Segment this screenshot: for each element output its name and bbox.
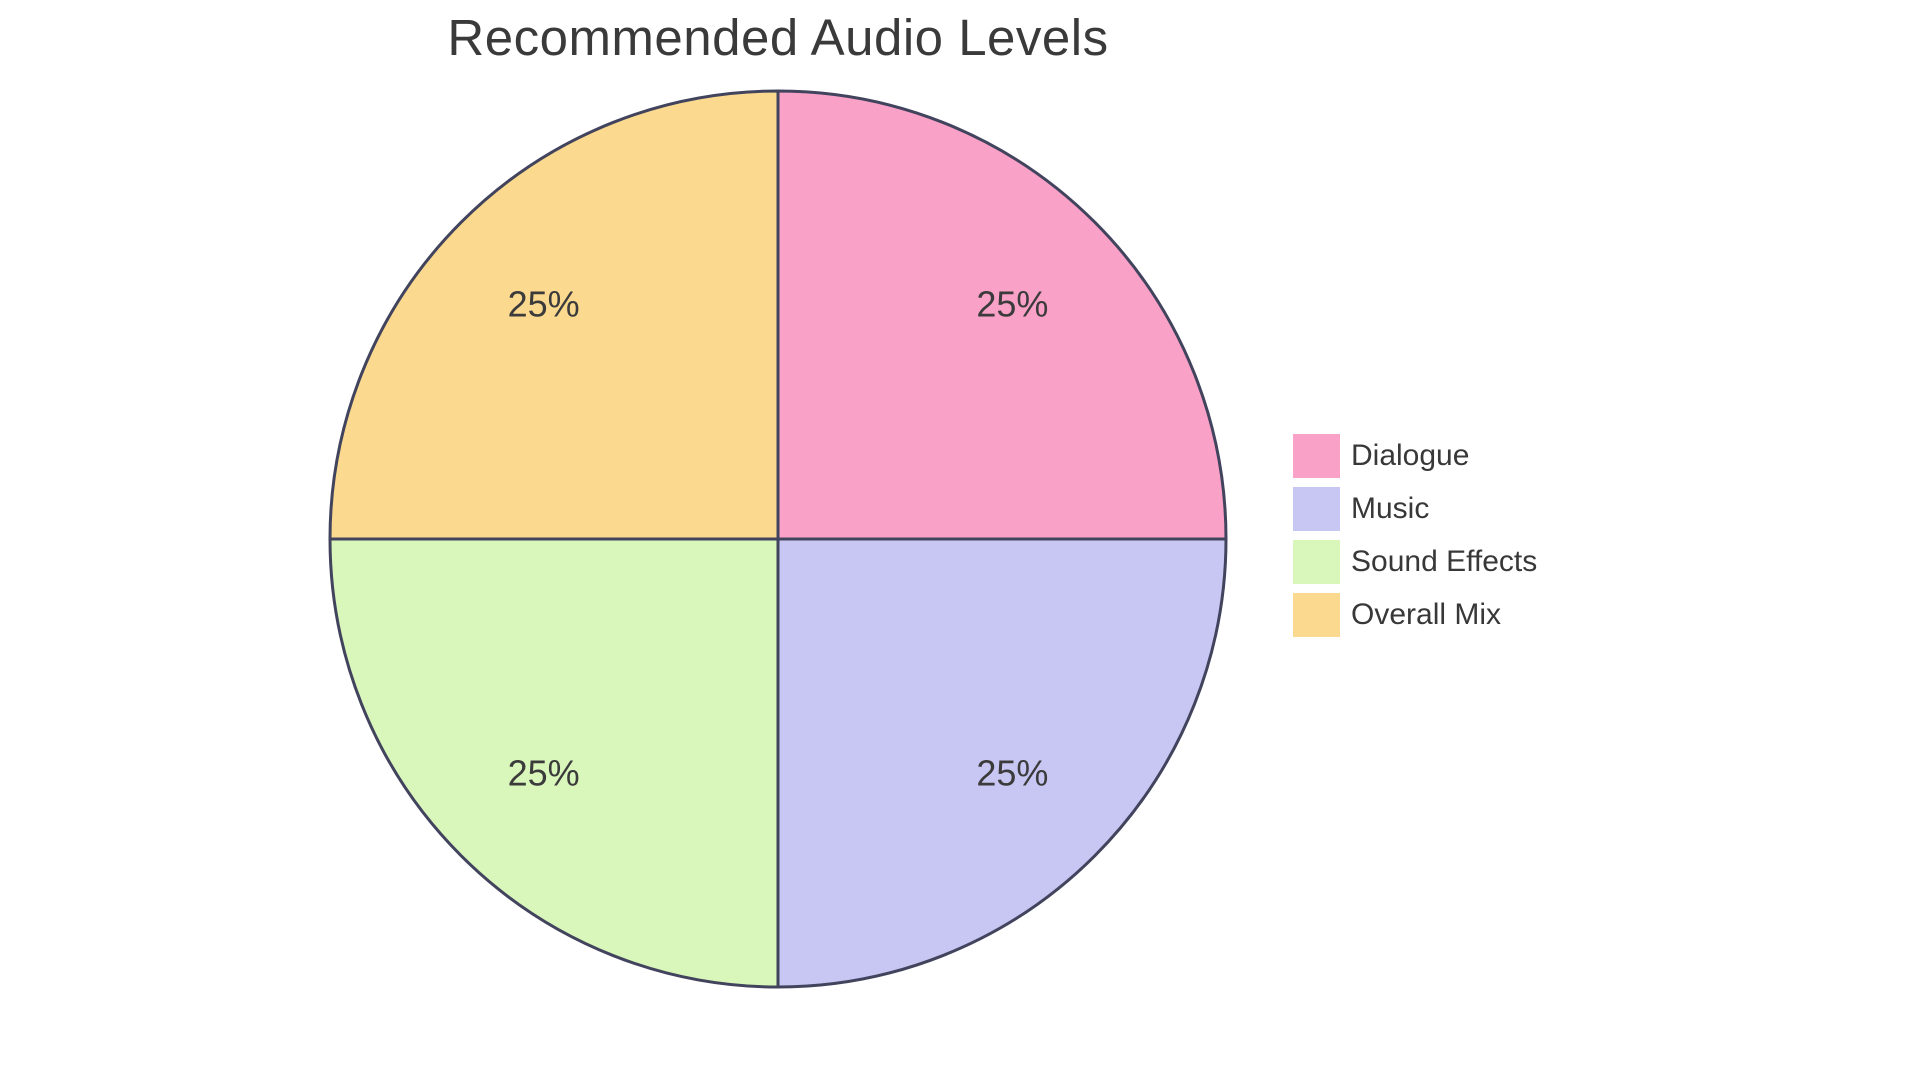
legend-label-dialogue: Dialogue [1351,439,1470,472]
legend-swatch-dialogue [1293,434,1340,478]
legend-swatch-sound-effects [1293,540,1340,584]
pie-pct-label-sound-effects: 25% [508,752,580,793]
legend-label-overall-mix: Overall Mix [1351,598,1502,631]
pie-pct-label-music: 25% [976,752,1048,793]
legend-swatch-music [1293,487,1340,531]
legend-swatch-overall-mix [1293,593,1340,637]
legend: Dialogue Music Sound Effects Overall Mix [1293,434,1537,637]
pie-pct-label-dialogue: 25% [976,284,1048,325]
chart-title: Recommended Audio Levels [447,9,1109,66]
pie-slice-dialogue [776,89,1228,541]
legend-item-dialogue: Dialogue [1293,434,1537,478]
pie-slice-overall-mix [328,89,780,541]
pie-slice-music [776,537,1228,989]
pie-pct-label-overall-mix: 25% [508,284,580,325]
legend-item-sound-effects: Sound Effects [1293,540,1537,584]
legend-label-sound-effects: Sound Effects [1351,545,1538,578]
legend-item-music: Music [1293,487,1537,531]
legend-label-music: Music [1351,492,1430,525]
legend-item-overall-mix: Overall Mix [1293,593,1537,637]
pie-slice-sound-effects [328,537,780,989]
pie-chart: 25% 25% 25% 25% [328,89,1228,989]
